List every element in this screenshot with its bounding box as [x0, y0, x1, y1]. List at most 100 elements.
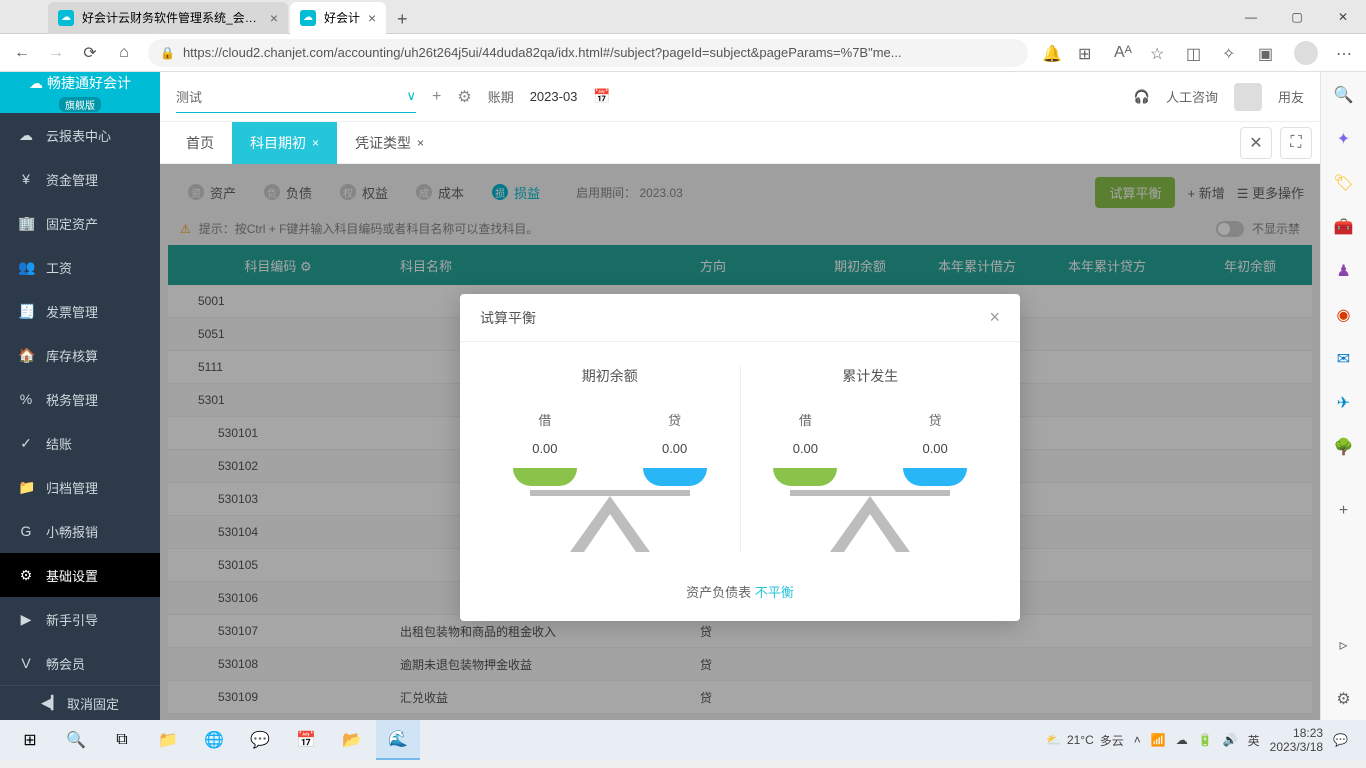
sidebar-item[interactable]: 👥工资 — [0, 245, 160, 289]
collections-icon[interactable]: ✧ — [1222, 44, 1240, 62]
edge-settings-icon[interactable]: ⚙ — [1333, 688, 1355, 710]
maximize-button[interactable]: ▢ — [1274, 0, 1320, 34]
search-button[interactable]: 🔍 — [54, 720, 98, 760]
cumulative-title: 累计发生 — [842, 366, 898, 386]
add-company-button[interactable]: + — [432, 88, 441, 106]
sidebar-item[interactable]: %税务管理 — [0, 377, 160, 421]
close-icon[interactable]: × — [417, 136, 424, 150]
user-avatar[interactable] — [1234, 83, 1262, 111]
expand-icon[interactable]: ▹ — [1333, 634, 1355, 656]
modal-close-button[interactable]: × — [989, 307, 1000, 328]
read-aloud-icon[interactable]: Aᴬ — [1114, 44, 1132, 62]
sidebar-item[interactable]: 🏠库存核算 — [0, 333, 160, 377]
tray-chevron-icon[interactable]: ˄ — [1134, 733, 1141, 747]
taskbar-explorer[interactable]: 📂 — [330, 720, 374, 760]
forward-button[interactable]: → — [46, 44, 66, 62]
sidebar-item-label: 小畅报销 — [46, 522, 98, 541]
ime-indicator[interactable]: 英 — [1248, 732, 1260, 749]
extensions-icon[interactable]: ⊞ — [1078, 44, 1096, 62]
new-tab-button[interactable]: + — [388, 6, 416, 34]
close-icon[interactable]: × — [368, 10, 376, 26]
sidebar-item-icon: ¥ — [18, 171, 34, 187]
outlook-icon[interactable]: ✉ — [1333, 348, 1355, 370]
close-all-tabs-button[interactable]: ✕ — [1240, 127, 1272, 159]
clock-date: 2023/3/18 — [1270, 740, 1323, 754]
favorite-icon[interactable]: ☆ — [1150, 44, 1168, 62]
menu-icon[interactable]: ⋯ — [1336, 44, 1354, 62]
sidebar-item[interactable]: 📁归档管理 — [0, 465, 160, 509]
sidebar-item[interactable]: ¥资金管理 — [0, 157, 160, 201]
taskbar-edge[interactable]: 🌊 — [376, 720, 420, 760]
credit-bowl-icon — [643, 468, 707, 486]
taskbar-app[interactable]: 📁 — [146, 720, 190, 760]
office-icon[interactable]: ◉ — [1333, 304, 1355, 326]
sidebar-item[interactable]: ▶新手引导 — [0, 597, 160, 641]
taskbar-chrome[interactable]: 🌐 — [192, 720, 236, 760]
sidebar-collapse[interactable]: ◀▎ 取消固定 — [0, 685, 160, 720]
settings-icon[interactable]: ⚙ — [457, 87, 471, 107]
weather-icon: ⛅ — [1046, 733, 1061, 747]
notifications-button[interactable]: 💬 — [1333, 733, 1348, 747]
browser-tab-1[interactable]: ☁ 好会计云财务软件管理系统_会计... × — [48, 2, 288, 34]
url-input[interactable]: 🔒 https://cloud2.chanjet.com/accounting/… — [148, 39, 1028, 67]
fullscreen-button[interactable]: ⛶ — [1280, 127, 1312, 159]
shopping-icon[interactable]: 🏷 — [1333, 172, 1355, 194]
company-selector[interactable]: 测试 ∨ — [176, 81, 416, 113]
unbalanced-link[interactable]: 不平衡 — [755, 585, 794, 600]
sidebar-item-label: 基础设置 — [46, 566, 98, 585]
close-window-button[interactable]: ✕ — [1320, 0, 1366, 34]
modal-overlay[interactable]: 试算平衡 × 期初余额 借 0.00 — [160, 164, 1320, 720]
task-view-button[interactable]: ⧉ — [100, 720, 144, 760]
add-panel-button[interactable]: + — [1333, 500, 1355, 522]
refresh-button[interactable]: ⟳ — [80, 43, 100, 63]
tools-icon[interactable]: 🧰 — [1333, 216, 1355, 238]
sidebar-item-label: 库存核算 — [46, 346, 98, 365]
volume-icon[interactable]: 🔊 — [1223, 733, 1238, 747]
split-icon[interactable]: ◫ — [1186, 44, 1204, 62]
company-name: 测试 — [176, 87, 202, 106]
page-tab[interactable]: 凭证类型× — [337, 122, 442, 164]
sidebar-item[interactable]: 🧾发票管理 — [0, 289, 160, 333]
sidebar-item[interactable]: V畅会员 — [0, 641, 160, 685]
debit-bowl-icon — [773, 468, 837, 486]
credit-bowl-icon — [903, 468, 967, 486]
sidebar-item[interactable]: ☁ 云报表中心 — [0, 113, 160, 157]
send-icon[interactable]: ✈ — [1333, 392, 1355, 414]
trial-balance-modal: 试算平衡 × 期初余额 借 0.00 — [460, 294, 1020, 621]
profile-icon[interactable] — [1294, 41, 1318, 65]
sidebar-item-icon: ☁ — [18, 127, 34, 144]
close-icon[interactable]: × — [270, 10, 278, 26]
browser-tab-2[interactable]: ☁ 好会计 × — [290, 2, 386, 34]
weather-widget[interactable]: ⛅ 21°C 多云 — [1046, 732, 1124, 749]
wallet-icon[interactable]: ▣ — [1258, 44, 1276, 62]
sidebar-item[interactable]: ⚙基础设置 — [0, 553, 160, 597]
battery-icon[interactable]: 🔋 — [1198, 733, 1213, 747]
consult-link[interactable]: 人工咨询 — [1166, 87, 1218, 106]
minimize-button[interactable]: — — [1228, 0, 1274, 34]
search-icon[interactable]: 🔍 — [1333, 84, 1355, 106]
back-button[interactable]: ← — [12, 44, 32, 62]
page-tab[interactable]: 科目期初× — [232, 122, 337, 164]
home-button[interactable]: ⌂ — [114, 44, 134, 62]
sidebar-item[interactable]: 🏢固定资产 — [0, 201, 160, 245]
credit-value: 0.00 — [922, 441, 947, 456]
calendar-icon[interactable]: 📅 — [593, 88, 610, 105]
taskbar-wechat[interactable]: 💬 — [238, 720, 282, 760]
balance-sheet-label: 资产负债表 — [686, 585, 751, 600]
clock[interactable]: 18:23 2023/3/18 — [1270, 726, 1323, 755]
close-icon[interactable]: × — [312, 136, 319, 150]
sidebar-item[interactable]: ✓结账 — [0, 421, 160, 465]
headset-icon: 🎧 — [1134, 89, 1150, 105]
onedrive-icon[interactable]: ☁ — [1176, 733, 1188, 747]
sidebar-item[interactable]: G小畅报销 — [0, 509, 160, 553]
tree-icon[interactable]: 🌳 — [1333, 436, 1355, 458]
discover-icon[interactable]: ✦ — [1333, 128, 1355, 150]
games-icon[interactable]: ♟ — [1333, 260, 1355, 282]
wifi-icon[interactable]: 📶 — [1151, 733, 1166, 747]
notification-icon[interactable]: 🔔 — [1042, 44, 1060, 62]
taskbar-calendar[interactable]: 📅 — [284, 720, 328, 760]
tab-label: 首页 — [186, 133, 214, 153]
sidebar-item-label: 云报表中心 — [46, 126, 111, 145]
page-tab[interactable]: 首页 — [168, 122, 232, 164]
start-button[interactable]: ⊞ — [8, 720, 52, 760]
